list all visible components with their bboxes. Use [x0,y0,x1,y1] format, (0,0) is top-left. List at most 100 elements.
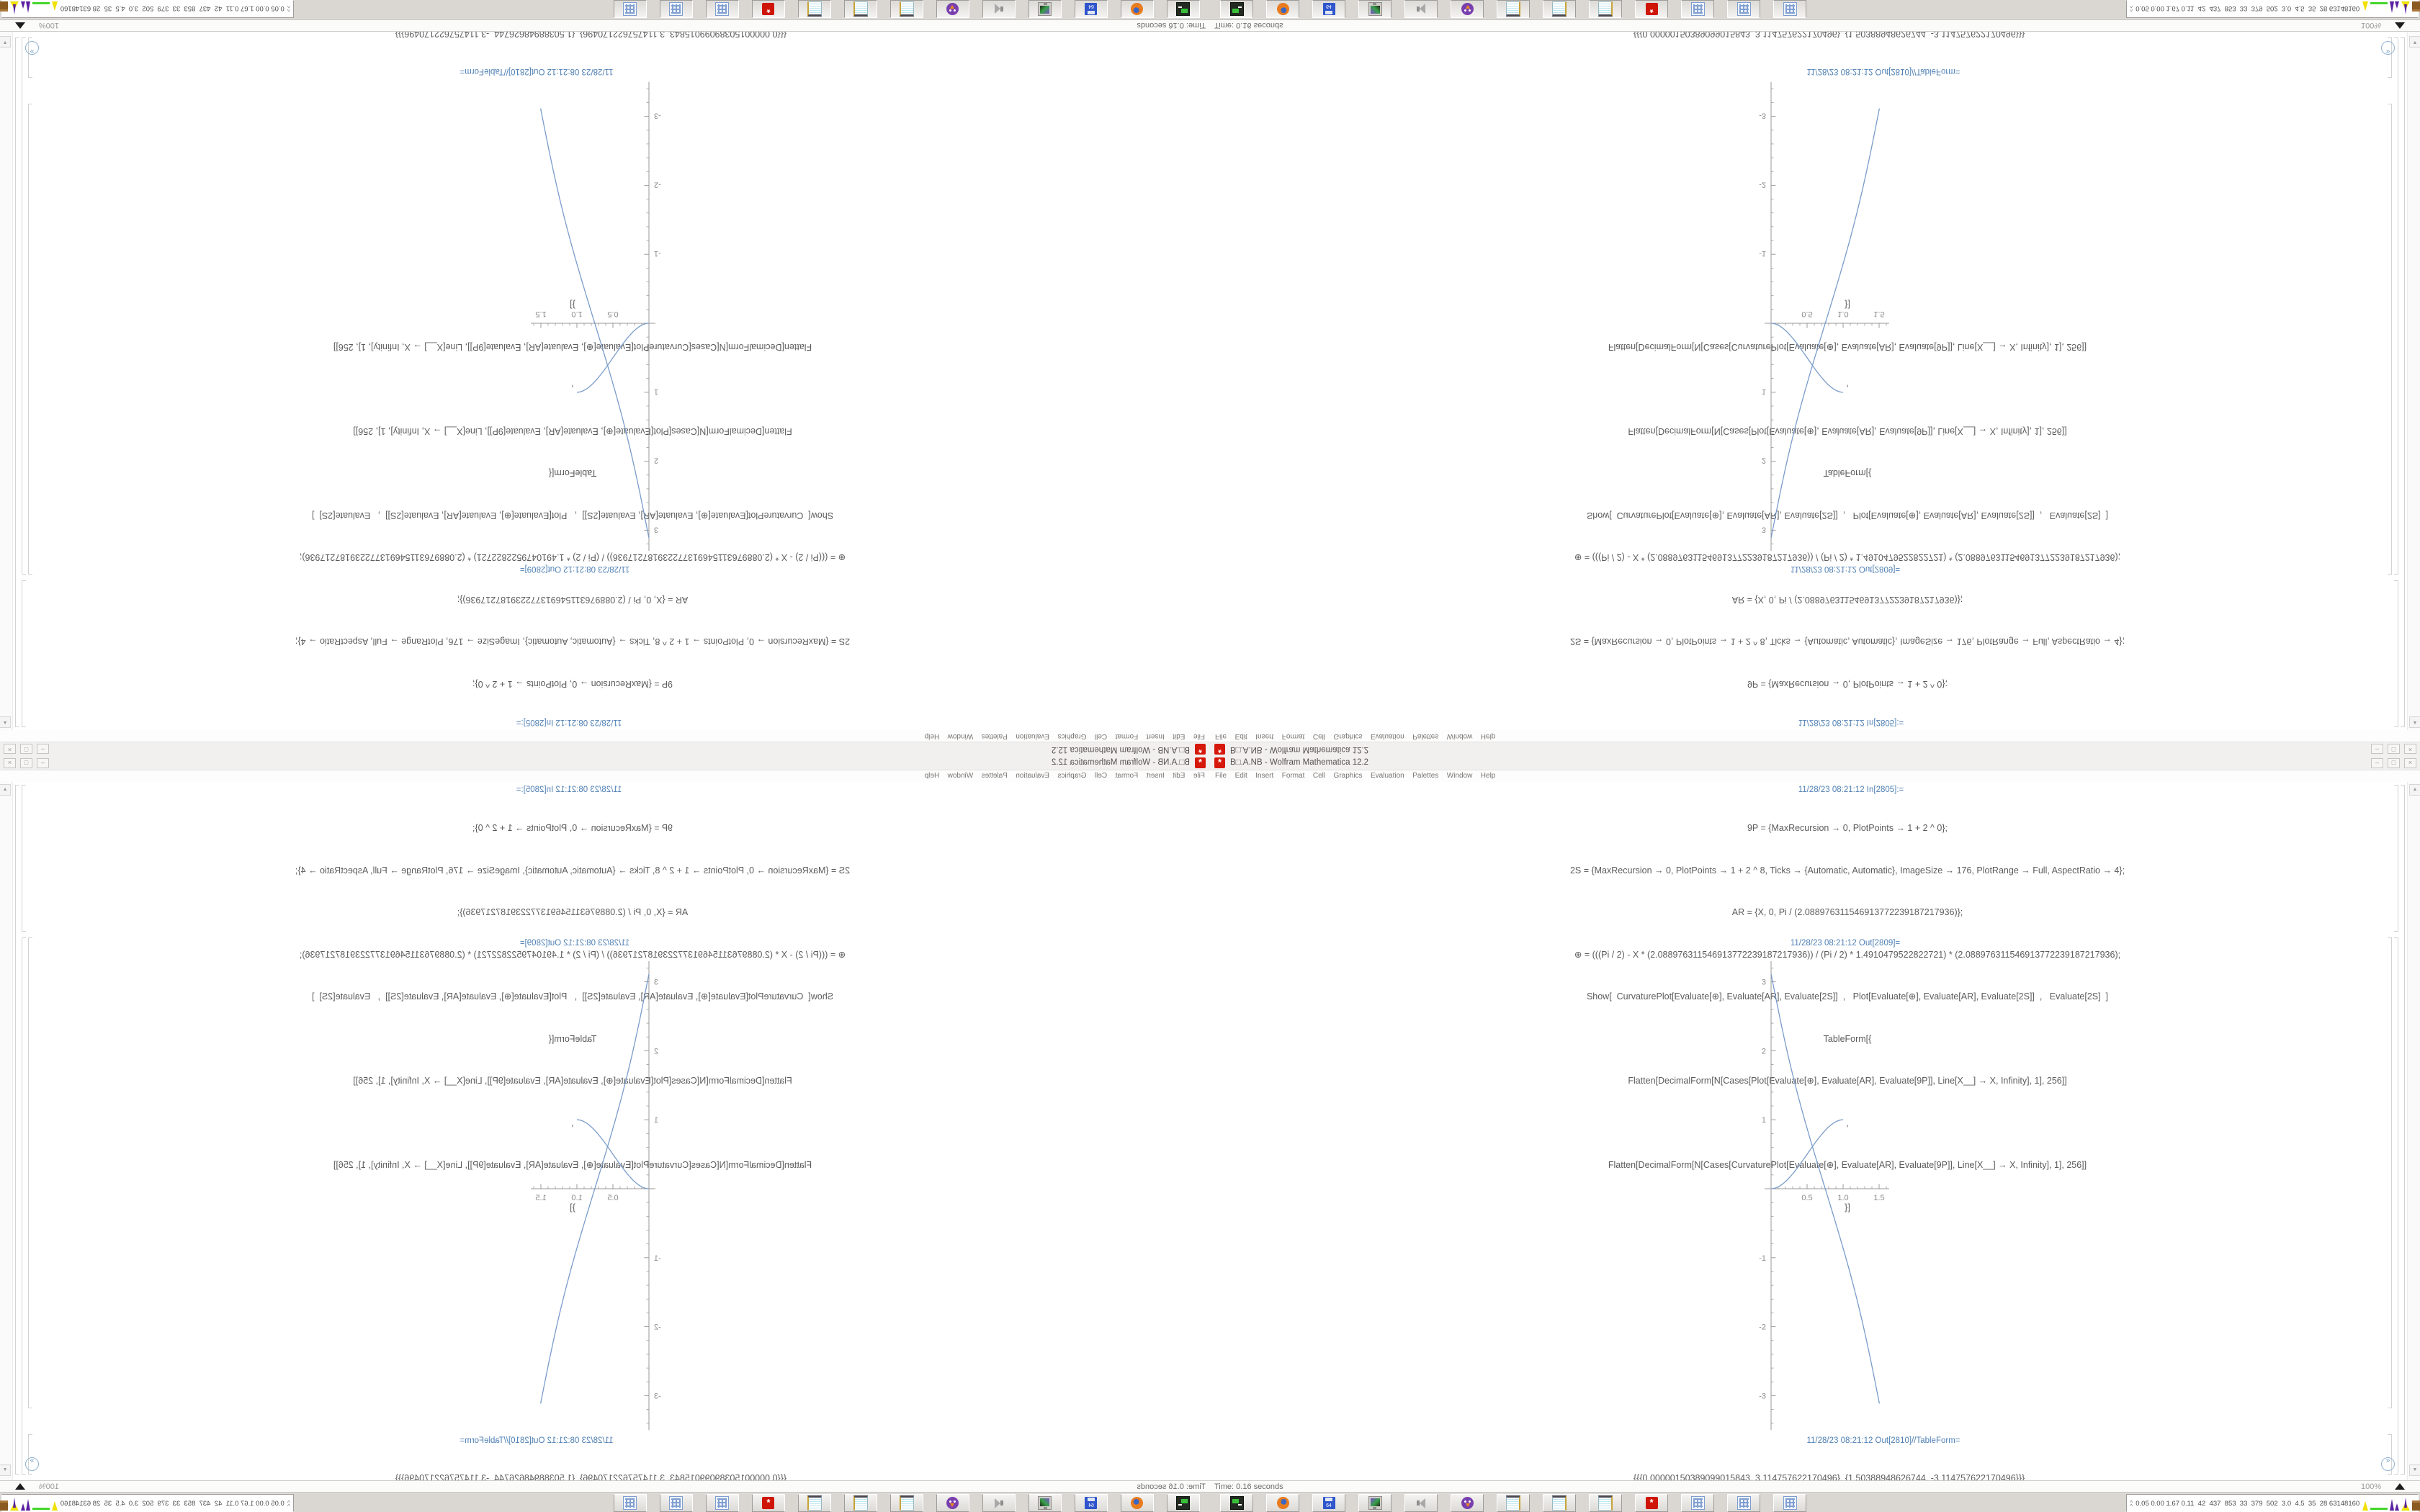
vertical-scrollbar[interactable]: ▲ ▼ [0,782,13,1480]
menu-evaluation[interactable]: Evaluation [1016,772,1049,780]
taskbar-notepad-icon-2[interactable] [844,1494,877,1512]
menu-window[interactable]: Window [947,732,974,740]
taskbar-owl-app-icon[interactable] [936,1494,969,1512]
window-titlebar[interactable]: B□.A.NB - Wolfram Mathematica 12.2 – □ × [1210,756,2420,770]
menu-cell[interactable]: Cell [1312,732,1326,740]
menu-window[interactable]: Window [947,772,974,780]
taskbar-firefox-icon[interactable] [1121,0,1154,18]
taskbar-mathematica-icon[interactable] [752,0,785,18]
vertical-scrollbar[interactable]: ▲ ▼ [2407,32,2420,730]
taskbar-calculator-icon-2[interactable] [1727,1494,1760,1512]
chevron-up-icon[interactable]: ^ ^ [2130,1499,2133,1510]
output-plot-cell[interactable]: 3 2 1 -1 -2 -3 0.5 1.0 1.5 [490,70,706,563]
close-button[interactable]: × [2404,758,2416,768]
taskbar-calculator-icon-1[interactable] [706,1494,739,1512]
scroll-up-icon[interactable]: ▲ [2409,716,2420,728]
scroll-up-icon[interactable]: ▲ [0,716,11,728]
menu-insert[interactable]: Insert [1146,732,1165,740]
magnification-level[interactable]: 100% [2361,1482,2382,1491]
taskbar-notepad-icon-1[interactable] [890,1494,923,1512]
magnification-level[interactable]: 100% [2361,21,2382,30]
tray-monitor-applets[interactable] [0,1498,58,1511]
plot-cell-bracket[interactable] [28,104,32,575]
menu-edit[interactable]: Edit [1234,732,1247,740]
jump-to-end-icon[interactable]: » [25,41,39,55]
taskbar-mathematica-icon[interactable] [1635,1494,1668,1512]
taskbar-calculator-icon-2[interactable] [660,1494,693,1512]
menu-insert[interactable]: Insert [1146,772,1165,780]
taskbar-firefox-icon[interactable] [1121,1494,1154,1512]
scroll-down-icon[interactable]: ▼ [0,36,11,48]
taskbar-monitor-icon[interactable] [1358,1494,1392,1512]
taskbar-calculator-icon-3[interactable] [1773,1494,1806,1512]
jump-to-end-icon[interactable]: » [2381,41,2395,55]
taskbar-speaker-icon[interactable] [1404,0,1438,18]
menu-file[interactable]: File [1215,772,1227,780]
plot-cell-bracket[interactable] [28,937,32,1408]
resize-grip-icon[interactable] [2395,1483,2405,1490]
taskbar-speaker-icon[interactable] [1404,1494,1438,1512]
vertical-scrollbar[interactable]: ▲ ▼ [2407,782,2420,1480]
menu-window[interactable]: Window [1446,772,1473,780]
scroll-down-icon[interactable]: ▼ [0,1464,11,1476]
window-titlebar[interactable]: B□.A.NB - Wolfram Mathematica 12.2 – □ × [1210,742,2420,756]
taskbar-notepad-icon-1[interactable] [890,0,923,18]
taskbar-calculator-icon-2[interactable] [660,0,693,18]
menu-edit[interactable]: Edit [1234,772,1247,780]
close-button[interactable]: × [2404,744,2416,754]
input-cell-bracket[interactable] [22,785,26,932]
menu-help[interactable]: Help [924,732,940,740]
output-plot[interactable]: 3 2 1 -1 -2 -3 0.5 1.0 1.5 [490,70,706,563]
menu-format[interactable]: Format [1115,772,1139,780]
cell-group-bracket[interactable] [15,785,19,1475]
plot-cell-bracket[interactable] [2388,937,2392,1408]
taskbar-firefox-icon[interactable] [1266,1494,1299,1512]
restore-button[interactable]: □ [20,758,32,768]
scroll-up-icon[interactable]: ▲ [2409,784,2420,796]
taskbar-monitor-icon[interactable] [1358,0,1392,18]
minimize-button[interactable]: – [2371,758,2383,768]
cell-group-bracket[interactable] [15,37,19,727]
taskbar-terminal-icon[interactable] [1220,0,1253,18]
window-titlebar[interactable]: B□.A.NB - Wolfram Mathematica 12.2 – □ × [0,756,1210,770]
minimize-button[interactable]: – [2371,744,2383,754]
menu-graphics[interactable]: Graphics [1057,732,1087,740]
resize-grip-icon[interactable] [2395,22,2405,29]
taskbar-terminal-icon[interactable] [1220,1494,1253,1512]
input-code-cell[interactable]: 9P = {MaxRecursion → 0, PlotPoints → 1 +… [1570,793,2125,1243]
taskbar-notepad-icon-1[interactable] [1497,0,1530,18]
output-plot-cell[interactable]: 3 2 1 -1 -2 -3 0.5 1.0 1.5 [1714,949,1930,1442]
taskbar-calculator-icon-3[interactable] [614,1494,647,1512]
resize-grip-icon[interactable] [15,22,25,29]
vertical-scrollbar[interactable]: ▲ ▼ [0,32,13,730]
table-cell-bracket[interactable] [2388,1434,2392,1475]
scroll-down-icon[interactable]: ▼ [2409,36,2420,48]
menu-palettes[interactable]: Palettes [1412,772,1439,780]
taskbar-floppy-icon[interactable]: 64 [1075,0,1108,18]
taskbar-notepad-icon-3[interactable] [1589,1494,1622,1512]
window-titlebar[interactable]: B□.A.NB - Wolfram Mathematica 12.2 – □ × [0,742,1210,756]
menu-edit[interactable]: Edit [1173,772,1186,780]
output-plot-cell[interactable]: 3 2 1 -1 -2 -3 0.5 1.0 1.5 [1714,70,1930,563]
taskbar-monitor-icon[interactable] [1028,1494,1062,1512]
restore-button[interactable]: □ [2388,758,2400,768]
taskbar-terminal-icon[interactable] [1167,1494,1200,1512]
menu-help[interactable]: Help [1480,772,1496,780]
menu-file[interactable]: File [1215,732,1227,740]
menu-window[interactable]: Window [1446,732,1473,740]
output-group-bracket[interactable] [2394,37,2398,575]
taskbar-owl-app-icon[interactable] [1451,0,1484,18]
input-cell-bracket[interactable] [22,580,26,727]
minimize-button[interactable]: – [37,758,49,768]
close-button[interactable]: × [4,758,16,768]
menu-format[interactable]: Format [1115,732,1139,740]
output-plot[interactable]: 3 2 1 -1 -2 -3 0.5 1.0 1.5 [490,949,706,1442]
menu-graphics[interactable]: Graphics [1333,732,1363,740]
scroll-down-icon[interactable]: ▼ [2409,1464,2420,1476]
taskbar-firefox-icon[interactable] [1266,0,1299,18]
output-plot-cell[interactable]: 3 2 1 -1 -2 -3 0.5 1.0 1.5 [490,949,706,1442]
input-cell-bracket[interactable] [2394,785,2398,932]
taskbar-mathematica-icon[interactable] [1635,0,1668,18]
menu-format[interactable]: Format [1281,732,1305,740]
menu-evaluation[interactable]: Evaluation [1016,732,1049,740]
